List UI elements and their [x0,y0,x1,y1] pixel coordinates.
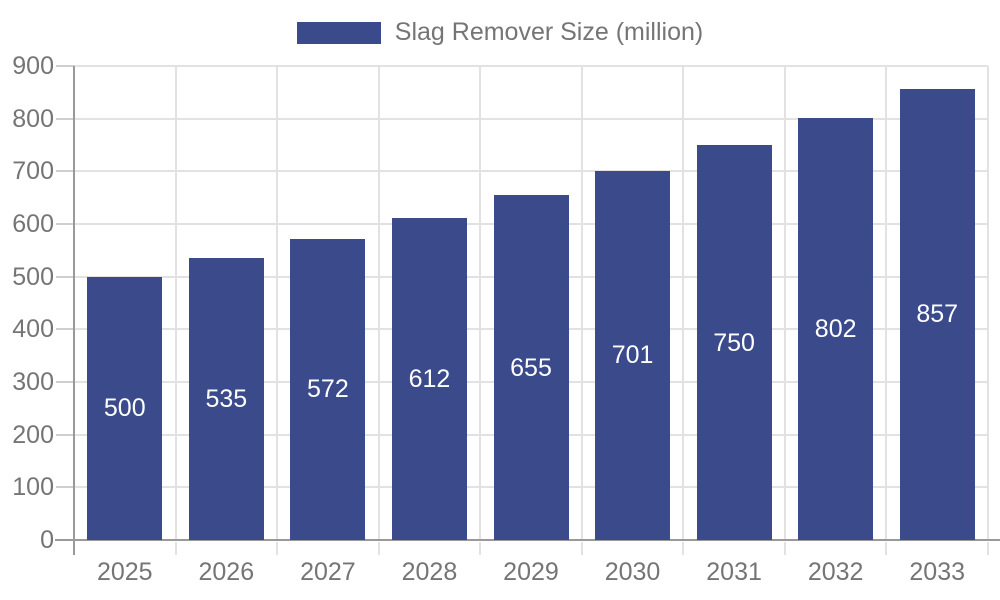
y-tick-label: 900 [12,52,54,80]
bar[interactable] [595,170,671,540]
bar[interactable] [87,276,163,540]
x-gridline [377,66,380,540]
x-tick-label: 2030 [604,558,661,586]
bar-value-label: 750 [713,328,755,357]
y-tick-label: 800 [12,104,54,133]
x-tick-label: 2027 [300,558,356,586]
bar-value-label: 572 [307,375,349,404]
x-tick [885,542,888,555]
y-gridline [74,170,988,173]
x-tick [783,542,786,555]
x-tick [580,542,583,555]
x-gridline [479,66,482,540]
y-tick [56,170,74,173]
x-gridline [174,66,177,540]
y-tick-label: 300 [12,368,54,396]
y-axis-line [73,66,75,555]
y-tick-label: 600 [12,210,54,238]
bar-value-label: 701 [611,341,654,370]
y-tick [56,328,74,331]
y-gridline [74,117,988,120]
y-tick [56,65,74,67]
y-tick-label: 200 [12,420,54,449]
x-tick-label: 2026 [198,558,255,586]
x-tick [682,542,685,555]
bar[interactable] [290,238,366,540]
y-tick [56,117,74,120]
y-tick [56,275,74,278]
x-tick-label: 2029 [503,558,559,586]
x-tick [479,542,482,555]
legend-item[interactable]: Slag Remover Size (million) [0,18,1000,47]
bar-value-label: 535 [205,385,248,414]
legend-label: Slag Remover Size (million) [394,18,704,46]
bar-value-label: 655 [510,353,552,382]
x-tick-label: 2028 [401,558,458,586]
x-gridline [580,66,583,540]
bar[interactable] [188,258,264,540]
bar-value-label: 857 [916,300,959,329]
x-tick-label: 2033 [909,558,966,586]
x-tick-label: 2031 [706,558,762,586]
y-tick-label: 500 [12,262,54,291]
bar[interactable] [391,217,467,540]
x-tick-label: 2025 [96,558,153,586]
legend-swatch [296,21,381,44]
y-tick-label: 700 [12,157,54,186]
y-tick-label: 400 [12,315,54,344]
y-tick-label: 100 [12,473,54,502]
x-gridline [682,66,685,540]
y-gridline [74,65,988,67]
x-tick [174,542,177,555]
bar[interactable] [899,88,975,540]
y-tick [56,433,74,436]
x-gridline [885,66,888,540]
bar-value-label: 612 [408,364,451,393]
y-tick [56,223,74,225]
x-gridline [987,66,989,540]
bar[interactable] [493,195,569,540]
x-gridline [276,66,279,540]
bar[interactable] [696,145,772,540]
x-tick [276,542,279,555]
y-tick-label: 0 [40,526,54,554]
bar[interactable] [798,117,874,540]
x-gridline [783,66,786,540]
bar-value-label: 500 [103,394,146,423]
x-tick [987,542,989,555]
y-tick [56,381,74,383]
bar-value-label: 802 [814,314,857,343]
x-tick [377,542,380,555]
x-axis-line [55,539,1000,541]
y-tick [56,486,74,489]
x-tick-label: 2032 [807,558,864,586]
